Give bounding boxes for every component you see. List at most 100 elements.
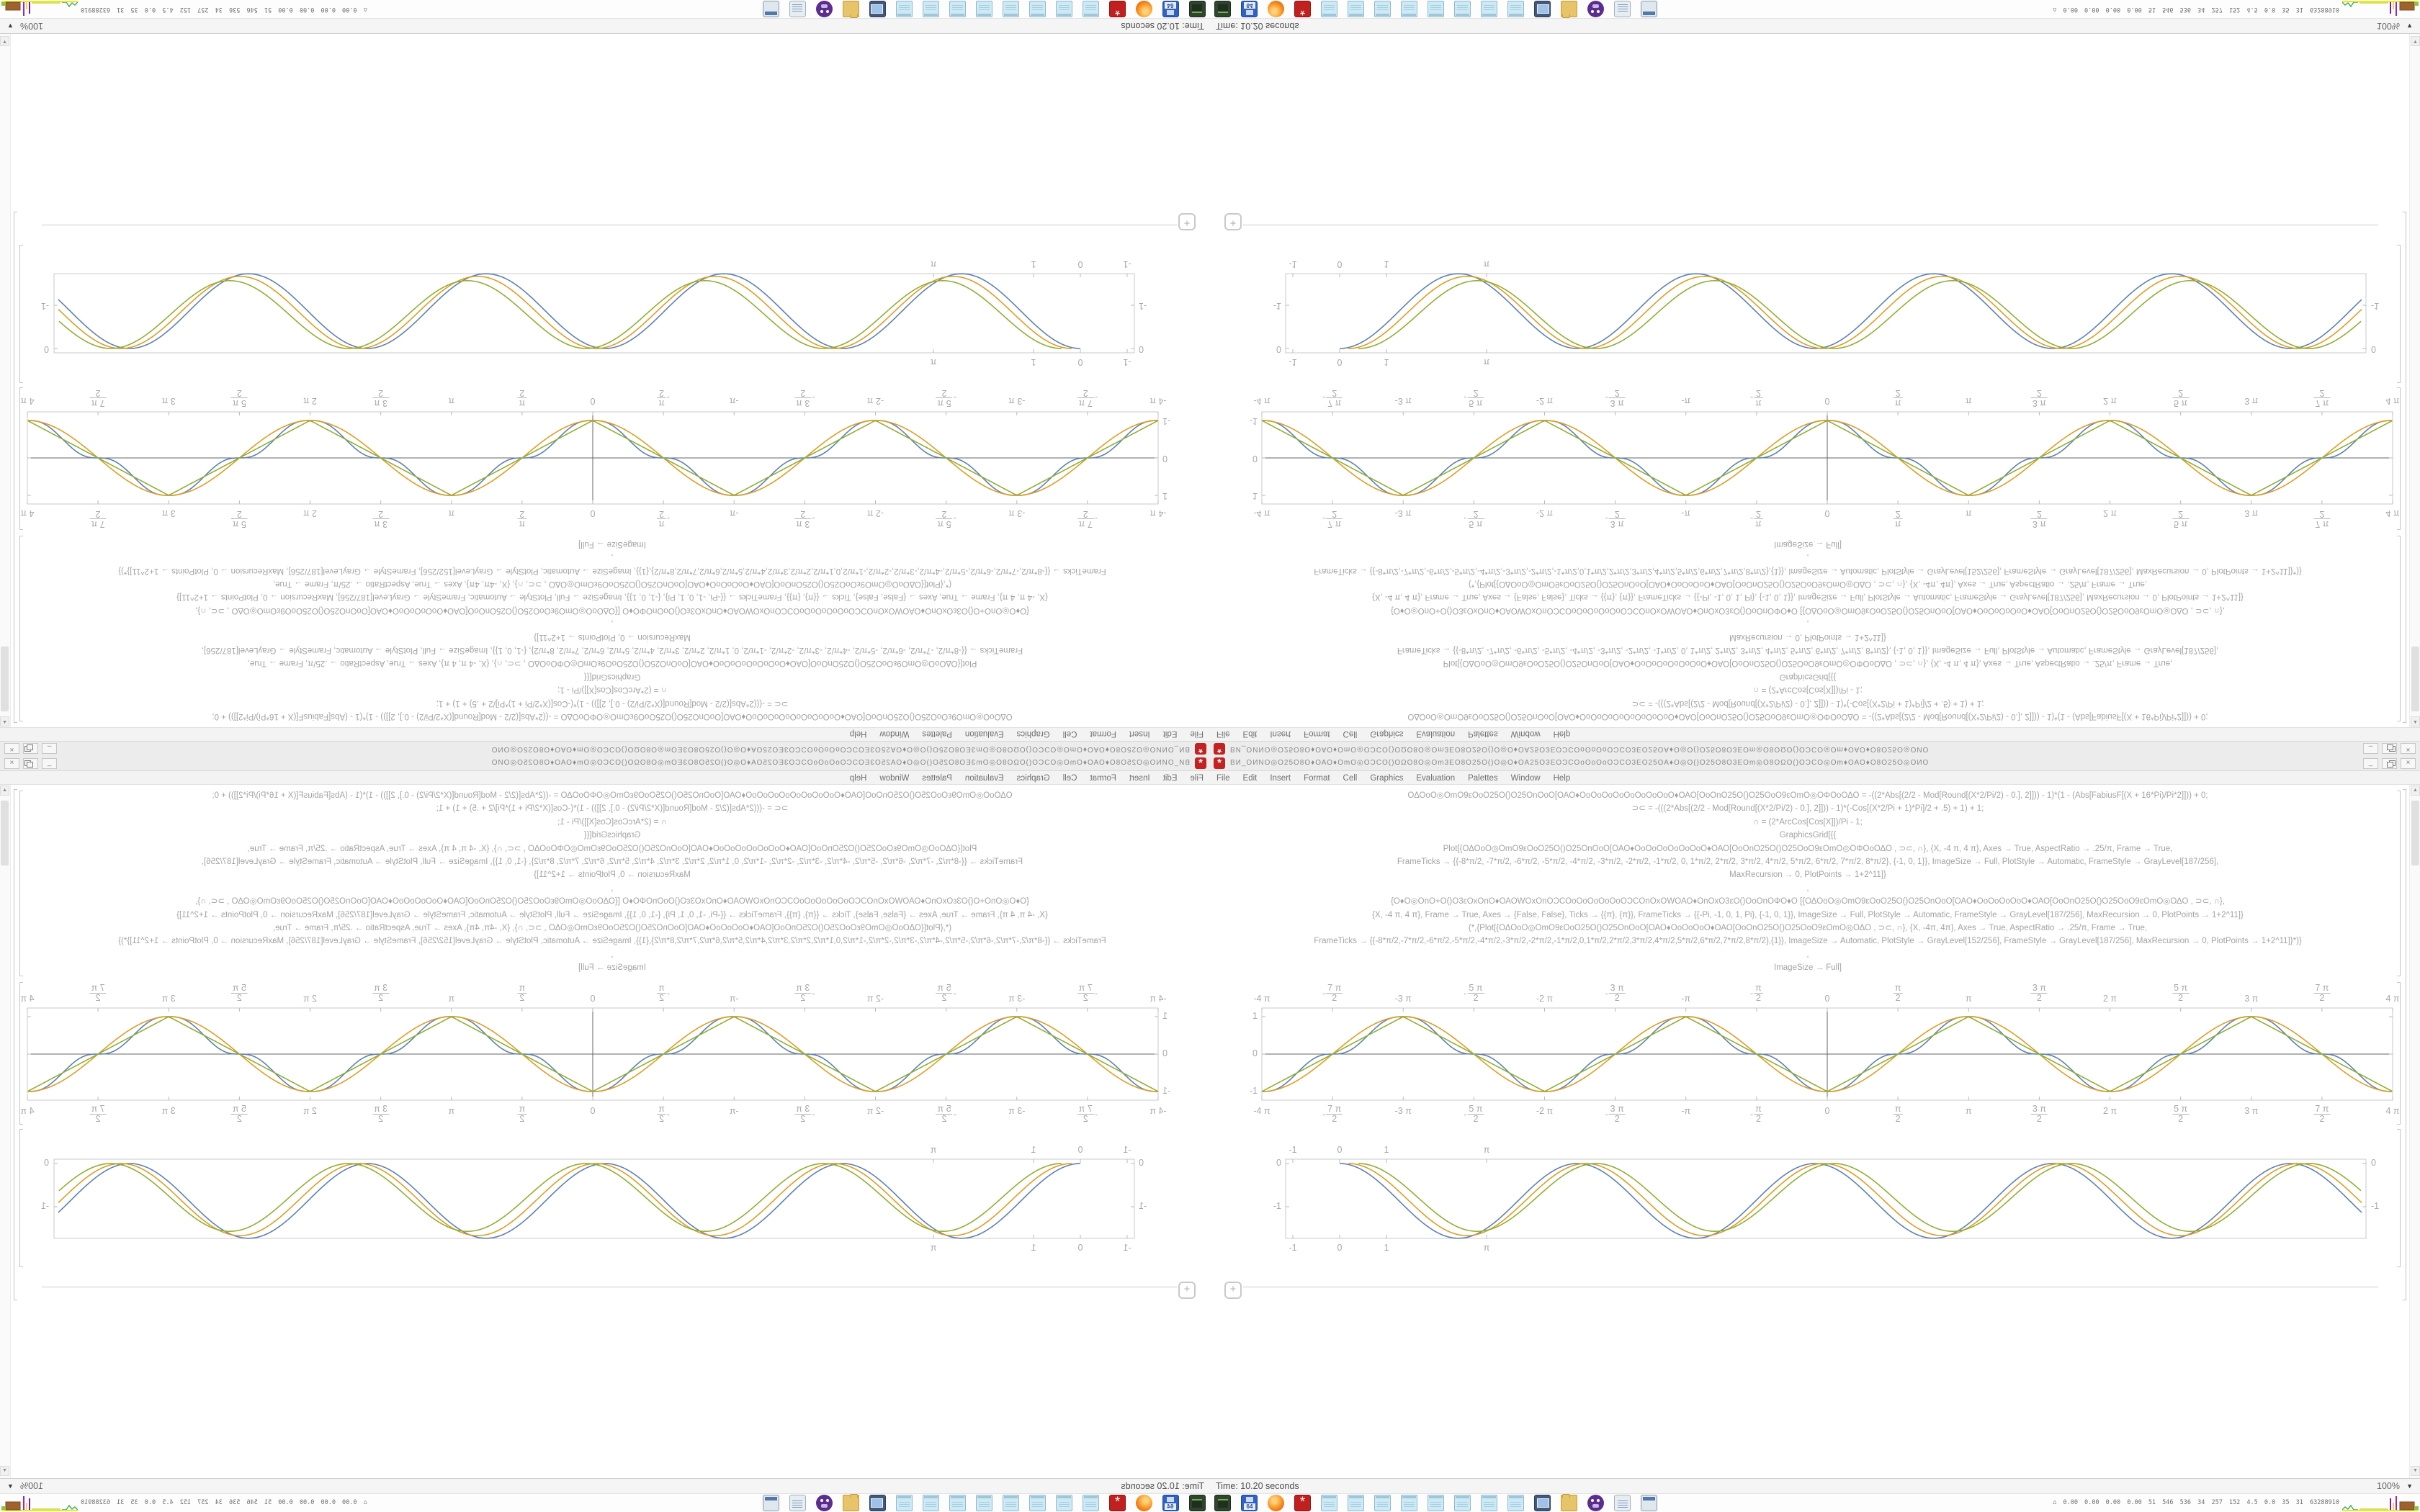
code-line[interactable]: {X, -4 π, 4 π}, Frame → True, Axes → {Fa… bbox=[1372, 910, 2244, 919]
code-line[interactable]: ImageSize → Full] bbox=[1774, 963, 1842, 973]
taskbar-icon-floppy-64[interactable]: 64 bbox=[1241, 1, 1258, 17]
taskbar-icon-notepad[interactable] bbox=[1507, 1495, 1524, 1511]
taskbar-icon-folder[interactable] bbox=[1561, 1494, 1577, 1511]
taskbar-icon-notepad[interactable] bbox=[1321, 1495, 1337, 1511]
taskbar-icon-notepad[interactable] bbox=[923, 1, 939, 17]
taskbar-icon-notepad[interactable] bbox=[1454, 1, 1471, 17]
code-line[interactable]: ⊃⊂ = -(((2*Abs[(2/2 - Mod[Round[(X*2/Pi/… bbox=[436, 804, 789, 814]
scroll-up-button[interactable]: ▲ bbox=[2411, 716, 2420, 726]
restore-button[interactable] bbox=[2382, 758, 2397, 769]
notebook-content[interactable]: ΟΔΟοΟ◎ΟmΟ9εΟοΟ25Ο()Ο25ΟnΟοΟ[ΟΑΟ♦ΟοΟοΟοΟο… bbox=[0, 785, 1210, 1478]
code-line[interactable]: {Ο♦Ο◎ΟnΟ+Ο()Ο3εΟxΟnΟ♦ΟΑΟWΟxΟnΟƆCΟοΟοΟοΟο… bbox=[195, 606, 1029, 615]
taskbar-icon-folder[interactable] bbox=[1561, 1, 1577, 18]
code-line[interactable]: Plot[{ΟΔΟοΟ◎ΟmΟ9εΟοΟ25Ο()Ο25ΟnΟοΟ[ΟΑΟ♦Οο… bbox=[1443, 659, 2173, 668]
code-line[interactable]: MaxRecursion → 0, PlotPoints → 1+2^11]} bbox=[1729, 632, 1886, 642]
magnification-value[interactable]: 100% bbox=[20, 21, 43, 31]
taskbar-icon-notepad[interactable] bbox=[1029, 1495, 1046, 1511]
restore-button[interactable] bbox=[23, 758, 38, 769]
scrollbar-thumb[interactable] bbox=[2411, 801, 2419, 865]
taskbar-icon-documents[interactable] bbox=[1614, 1495, 1631, 1511]
taskbar-icon-notepad[interactable] bbox=[1454, 1495, 1471, 1511]
taskbar-icon-gimp-face[interactable] bbox=[1587, 1, 1604, 17]
insert-cell-button[interactable]: + bbox=[1178, 213, 1196, 230]
cell-bracket-input[interactable] bbox=[2397, 791, 2401, 976]
taskbar-icon-firefox[interactable] bbox=[1268, 1, 1284, 17]
input-cell-code[interactable]: ΟΔΟοΟ◎ΟmΟ9εΟοΟ25Ο()Ο25ΟnΟοΟ[ΟΑΟ♦ΟοΟοΟοΟο… bbox=[1232, 537, 2384, 723]
taskbar-icon-image-viewer[interactable] bbox=[869, 1495, 886, 1511]
taskbar-icon-notepad[interactable] bbox=[1056, 1495, 1072, 1511]
code-line[interactable]: ⊃⊂ = -(((2*Abs[(2/2 - Mod[Round[(X*2/Pi/… bbox=[436, 698, 789, 708]
taskbar-icon-gimp-face[interactable] bbox=[816, 1495, 833, 1511]
notebook-content[interactable]: ΟΔΟοΟ◎ΟmΟ9εΟοΟ25Ο()Ο25ΟnΟοΟ[ΟΑΟ♦ΟοΟοΟοΟο… bbox=[0, 34, 1210, 727]
taskbar-icon-notepad[interactable] bbox=[976, 1495, 992, 1511]
menu-item-cell[interactable]: Cell bbox=[1343, 774, 1358, 783]
input-cell-code[interactable]: ΟΔΟοΟ◎ΟmΟ9εΟοΟ25Ο()Ο25ΟnΟοΟ[ΟΑΟ♦ΟοΟοΟοΟο… bbox=[36, 537, 1188, 723]
taskbar-icon-notepad[interactable] bbox=[1348, 1495, 1364, 1511]
taskbar-icon-notepad[interactable] bbox=[1348, 1, 1364, 17]
code-line[interactable]: ∩ = (2*ArcCos[Cos[X]])/Pi - 1; bbox=[557, 817, 667, 827]
menu-item-edit[interactable]: Edit bbox=[1162, 774, 1178, 783]
menu-item-cell[interactable]: Cell bbox=[1343, 729, 1358, 738]
code-line[interactable]: , bbox=[611, 950, 614, 959]
magnification-dropdown-icon[interactable]: ▼ bbox=[7, 22, 14, 30]
menu-item-format[interactable]: Format bbox=[1090, 774, 1116, 783]
minimize-button[interactable]: _ bbox=[2363, 758, 2378, 769]
cell-bracket-output1[interactable] bbox=[19, 982, 20, 1125]
magnification-value[interactable]: 100% bbox=[2377, 1481, 2400, 1491]
code-line[interactable]: GraphicsGrid[{{ bbox=[583, 831, 641, 840]
menu-item-cell[interactable]: Cell bbox=[1062, 729, 1077, 738]
taskbar-icon-mathematica-gear[interactable]: * bbox=[1294, 1495, 1311, 1511]
restore-button[interactable] bbox=[23, 743, 38, 754]
menu-item-graphics[interactable]: Graphics bbox=[1370, 774, 1404, 783]
menu-item-evaluation[interactable]: Evaluation bbox=[1416, 774, 1456, 783]
taskbar-icon-floppy-64[interactable]: 64 bbox=[1162, 1495, 1179, 1511]
menu-item-graphics[interactable]: Graphics bbox=[1370, 729, 1404, 738]
taskbar-icon-notepad[interactable] bbox=[923, 1495, 939, 1511]
scrollbar-thumb[interactable] bbox=[2411, 647, 2419, 711]
code-line[interactable]: , bbox=[1806, 950, 1809, 959]
menu-item-help[interactable]: Help bbox=[1553, 729, 1571, 738]
code-line[interactable]: ΟΔΟοΟ◎ΟmΟ9εΟοΟ25Ο()Ο25ΟnΟοΟ[ΟΑΟ♦ΟοΟοΟοΟο… bbox=[1407, 791, 2208, 800]
input-cell-code[interactable]: ΟΔΟοΟ◎ΟmΟ9εΟοΟ25Ο()Ο25ΟnΟοΟ[ΟΑΟ♦ΟοΟοΟοΟο… bbox=[36, 789, 1188, 975]
taskbar-icon-notepad[interactable] bbox=[1507, 1, 1524, 17]
menu-item-window[interactable]: Window bbox=[1510, 774, 1541, 783]
taskbar-icon-mathematica-gear[interactable]: * bbox=[1109, 1, 1126, 17]
code-line[interactable]: MaxRecursion → 0, PlotPoints → 1+2^11]} bbox=[534, 870, 691, 880]
code-line[interactable]: FrameTicks → {{-8*π/2,-7*π/2,-6*π/2,-5*π… bbox=[118, 937, 1106, 946]
scroll-down-button[interactable]: ▼ bbox=[0, 1466, 9, 1476]
taskbar-icon-notepad[interactable] bbox=[1481, 1, 1497, 17]
code-line[interactable]: , bbox=[611, 553, 614, 562]
taskbar-icon-window-switcher[interactable] bbox=[1641, 1495, 1657, 1511]
vertical-scrollbar[interactable]: ▲ ▼ bbox=[0, 34, 11, 727]
scroll-up-button[interactable]: ▲ bbox=[0, 716, 9, 726]
scroll-down-button[interactable]: ▼ bbox=[2411, 1466, 2420, 1476]
taskbar-icon-terminal[interactable] bbox=[1189, 1495, 1206, 1511]
taskbar-icon-firefox[interactable] bbox=[1136, 1, 1152, 17]
menu-item-evaluation[interactable]: Evaluation bbox=[964, 729, 1004, 738]
taskbar-icon-terminal[interactable] bbox=[1214, 1, 1231, 17]
code-line[interactable]: ∩ = (2*ArcCos[Cos[X]])/Pi - 1; bbox=[1753, 817, 1863, 827]
taskbar-icon-window-switcher[interactable] bbox=[1641, 1, 1657, 17]
taskbar-icon-notepad[interactable] bbox=[1428, 1, 1444, 17]
code-line[interactable]: (*,{Plot[{ΟΔΟοΟ◎ΟmΟ9εΟοΟ25Ο()Ο25ΟnΟοΟ[ΟΑ… bbox=[272, 924, 952, 933]
code-line[interactable]: ΟΔΟοΟ◎ΟmΟ9εΟοΟ25Ο()Ο25ΟnΟοΟ[ΟΑΟ♦ΟοΟοΟοΟο… bbox=[212, 712, 1013, 721]
taskbar-icon-documents[interactable] bbox=[789, 1, 806, 17]
code-line[interactable]: GraphicsGrid[{{ bbox=[1779, 672, 1837, 681]
code-line[interactable]: (*,{Plot[{ΟΔΟοΟ◎ΟmΟ9εΟοΟ25Ο()Ο25ΟnΟοΟ[ΟΑ… bbox=[1468, 924, 2148, 933]
code-line[interactable]: ΟΔΟοΟ◎ΟmΟ9εΟοΟ25Ο()Ο25ΟnΟοΟ[ΟΑΟ♦ΟοΟοΟοΟο… bbox=[1407, 712, 2208, 721]
taskbar-icon-notepad[interactable] bbox=[949, 1, 966, 17]
cell-bracket-input[interactable] bbox=[19, 791, 20, 976]
taskbar-icon-window-switcher[interactable] bbox=[763, 1495, 779, 1511]
taskbar-icon-folder[interactable] bbox=[843, 1, 859, 18]
code-line[interactable]: ImageSize → Full] bbox=[578, 539, 646, 549]
magnification-dropdown-icon[interactable]: ▼ bbox=[2406, 1482, 2413, 1490]
menu-item-help[interactable]: Help bbox=[1553, 774, 1571, 783]
menu-item-window[interactable]: Window bbox=[879, 729, 910, 738]
taskbar-icon-floppy-64[interactable]: 64 bbox=[1241, 1495, 1258, 1511]
menu-item-edit[interactable]: Edit bbox=[1242, 774, 1258, 783]
scroll-up-button[interactable]: ▲ bbox=[0, 786, 9, 796]
minimize-button[interactable]: _ bbox=[42, 758, 57, 769]
taskbar-icon-image-viewer[interactable] bbox=[1534, 1495, 1551, 1511]
cell-bracket-input[interactable] bbox=[19, 536, 20, 721]
cell-bracket-output2[interactable] bbox=[2400, 245, 2401, 383]
